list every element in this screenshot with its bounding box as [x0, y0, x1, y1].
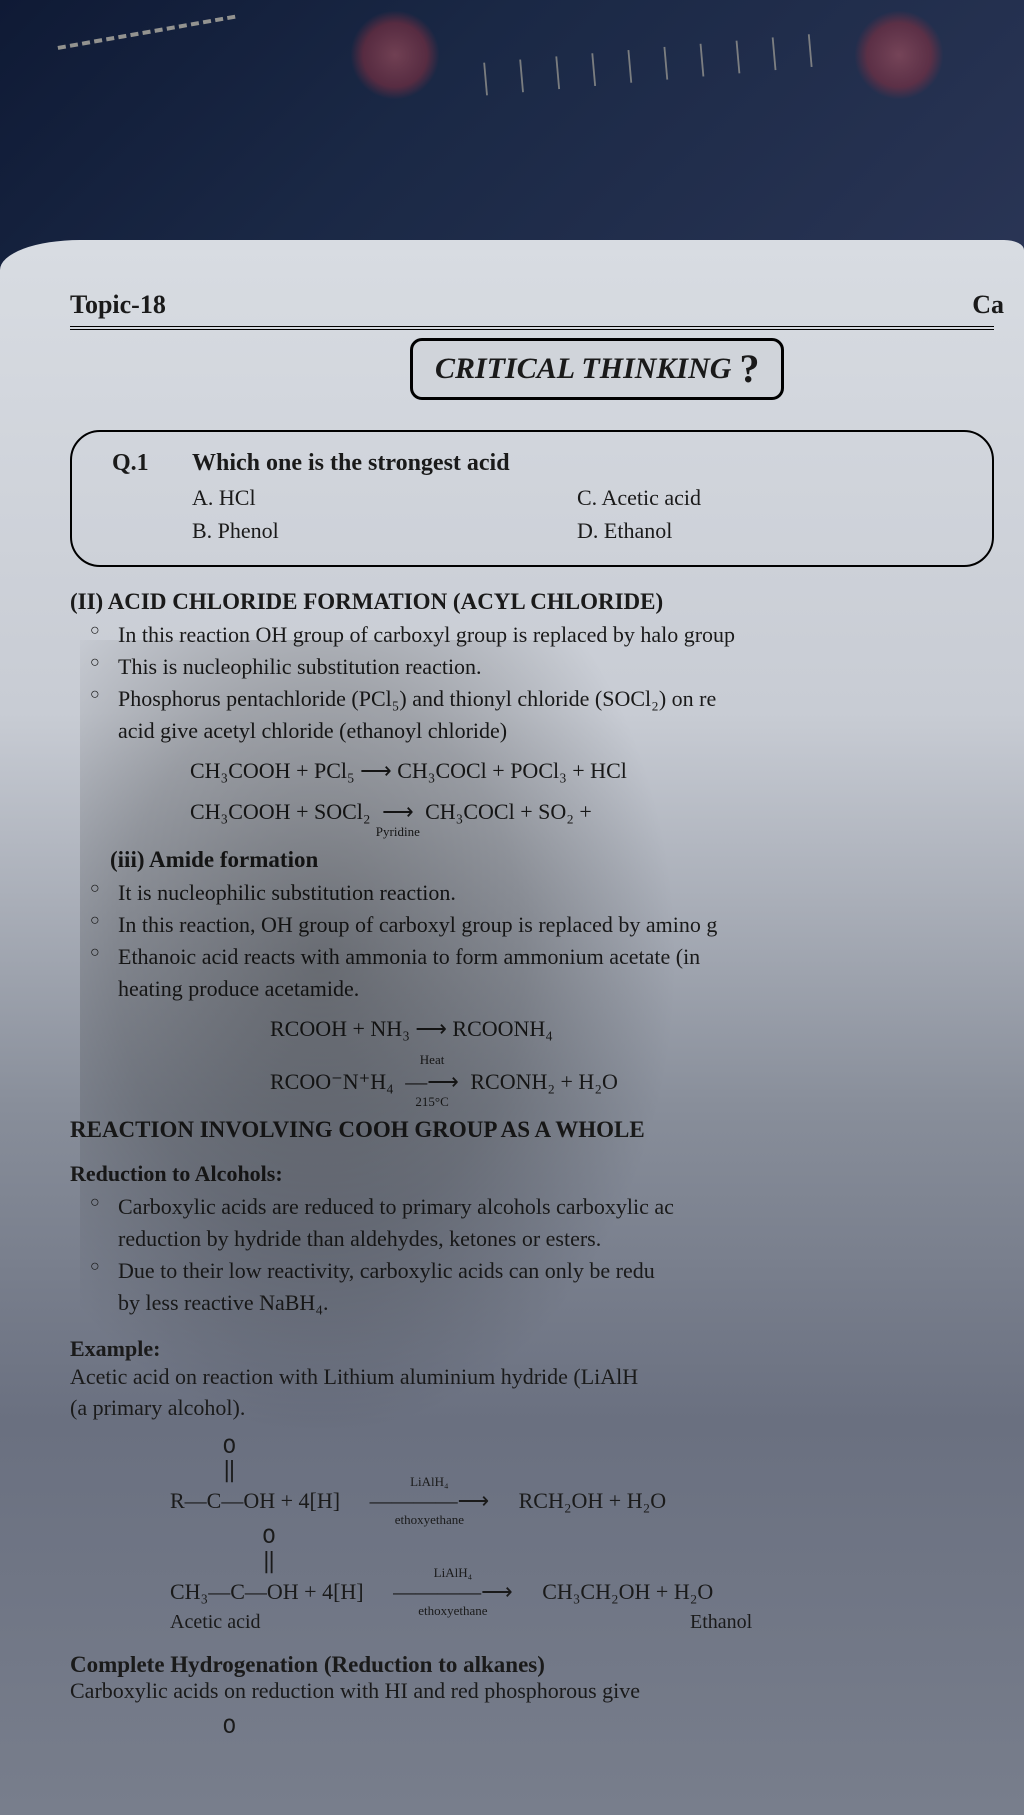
bullet: Due to their low reactivity, carboxylic …: [90, 1255, 994, 1319]
decoration: [854, 10, 944, 100]
topic-label: Topic-18: [70, 290, 166, 320]
section-4-title: REACTION INVOLVING COOH GROUP AS A WHOLE: [70, 1117, 994, 1143]
bullet: It is nucleophilic substitution reaction…: [90, 877, 994, 909]
bullet: This is nucleophilic substitution reacti…: [90, 651, 994, 683]
section-5-title: Complete Hydrogenation (Reduction to alk…: [70, 1652, 994, 1678]
equation: RCOO⁻N⁺H₄ —⟶Heat215°C RCONH₂ + H₂O: [270, 1064, 994, 1099]
bullet: Ethanoic acid reacts with ammonia to for…: [90, 941, 994, 1005]
bullet: Carboxylic acids are reduced to primary …: [90, 1191, 994, 1255]
rule: [70, 326, 994, 330]
question-text: Which one is the strongest acid: [192, 450, 962, 477]
body-text: Carboxylic acids on reduction with HI an…: [70, 1678, 994, 1704]
bullet: Phosphorus pentachloride (PCl₅) and thio…: [90, 683, 994, 747]
example-label: Example:: [70, 1336, 994, 1362]
critical-thinking-box: CRITICAL THINKING ?: [410, 338, 784, 400]
option-c: C. Acetic acid: [577, 481, 962, 514]
photo-background: [0, 0, 1024, 280]
bullet: In this reaction, OH group of carboxyl g…: [90, 909, 994, 941]
option-d: D. Ethanol: [577, 514, 962, 547]
question-box: Q.1 Which one is the strongest acid A. H…: [70, 430, 994, 567]
critical-thinking-label: CRITICAL THINKING: [435, 352, 731, 386]
reaction: CH₃—C—OH + 4[H] ————⟶LiAlH₄ethoxyethane …: [170, 1579, 994, 1605]
option-a: A. HCl: [192, 481, 577, 514]
reaction: R—C—OH + 4[H] ————⟶LiAlH₄ethoxyethane RC…: [170, 1488, 994, 1514]
textbook-page: Topic-18 Ca CRITICAL THINKING ? Q.1 Whic…: [0, 240, 1024, 1815]
structure: O: [170, 1716, 994, 1740]
product-label: Ethanol: [690, 1611, 752, 1634]
corner-text: Ca: [972, 290, 1004, 320]
structure: O ‖: [170, 1436, 994, 1484]
section-4-sub: Reduction to Alcohols:: [70, 1161, 994, 1187]
section-2-title: (II) ACID CHLORIDE FORMATION (ACYL CHLOR…: [70, 589, 994, 615]
structure: O ‖: [170, 1526, 994, 1574]
example-text: Acetic acid on reaction with Lithium alu…: [70, 1362, 994, 1424]
bullet: In this reaction OH group of carboxyl gr…: [90, 619, 994, 651]
decoration: [350, 10, 440, 100]
equation: CH₃COOH + PCl₅ ⟶ CH₃COCl + POCl₃ + HCl: [190, 753, 994, 788]
equation: RCOOH + NH₃ ⟶ RCOONH₄: [270, 1011, 994, 1046]
question-mark-icon: ?: [739, 349, 759, 389]
section-3-title: (iii) Amide formation: [110, 847, 994, 873]
equation: CH₃COOH + SOCl₂ ⟶Pyridine CH₃COCl + SO₂ …: [190, 794, 994, 829]
option-b: B. Phenol: [192, 514, 577, 547]
question-number: Q.1: [112, 450, 192, 547]
